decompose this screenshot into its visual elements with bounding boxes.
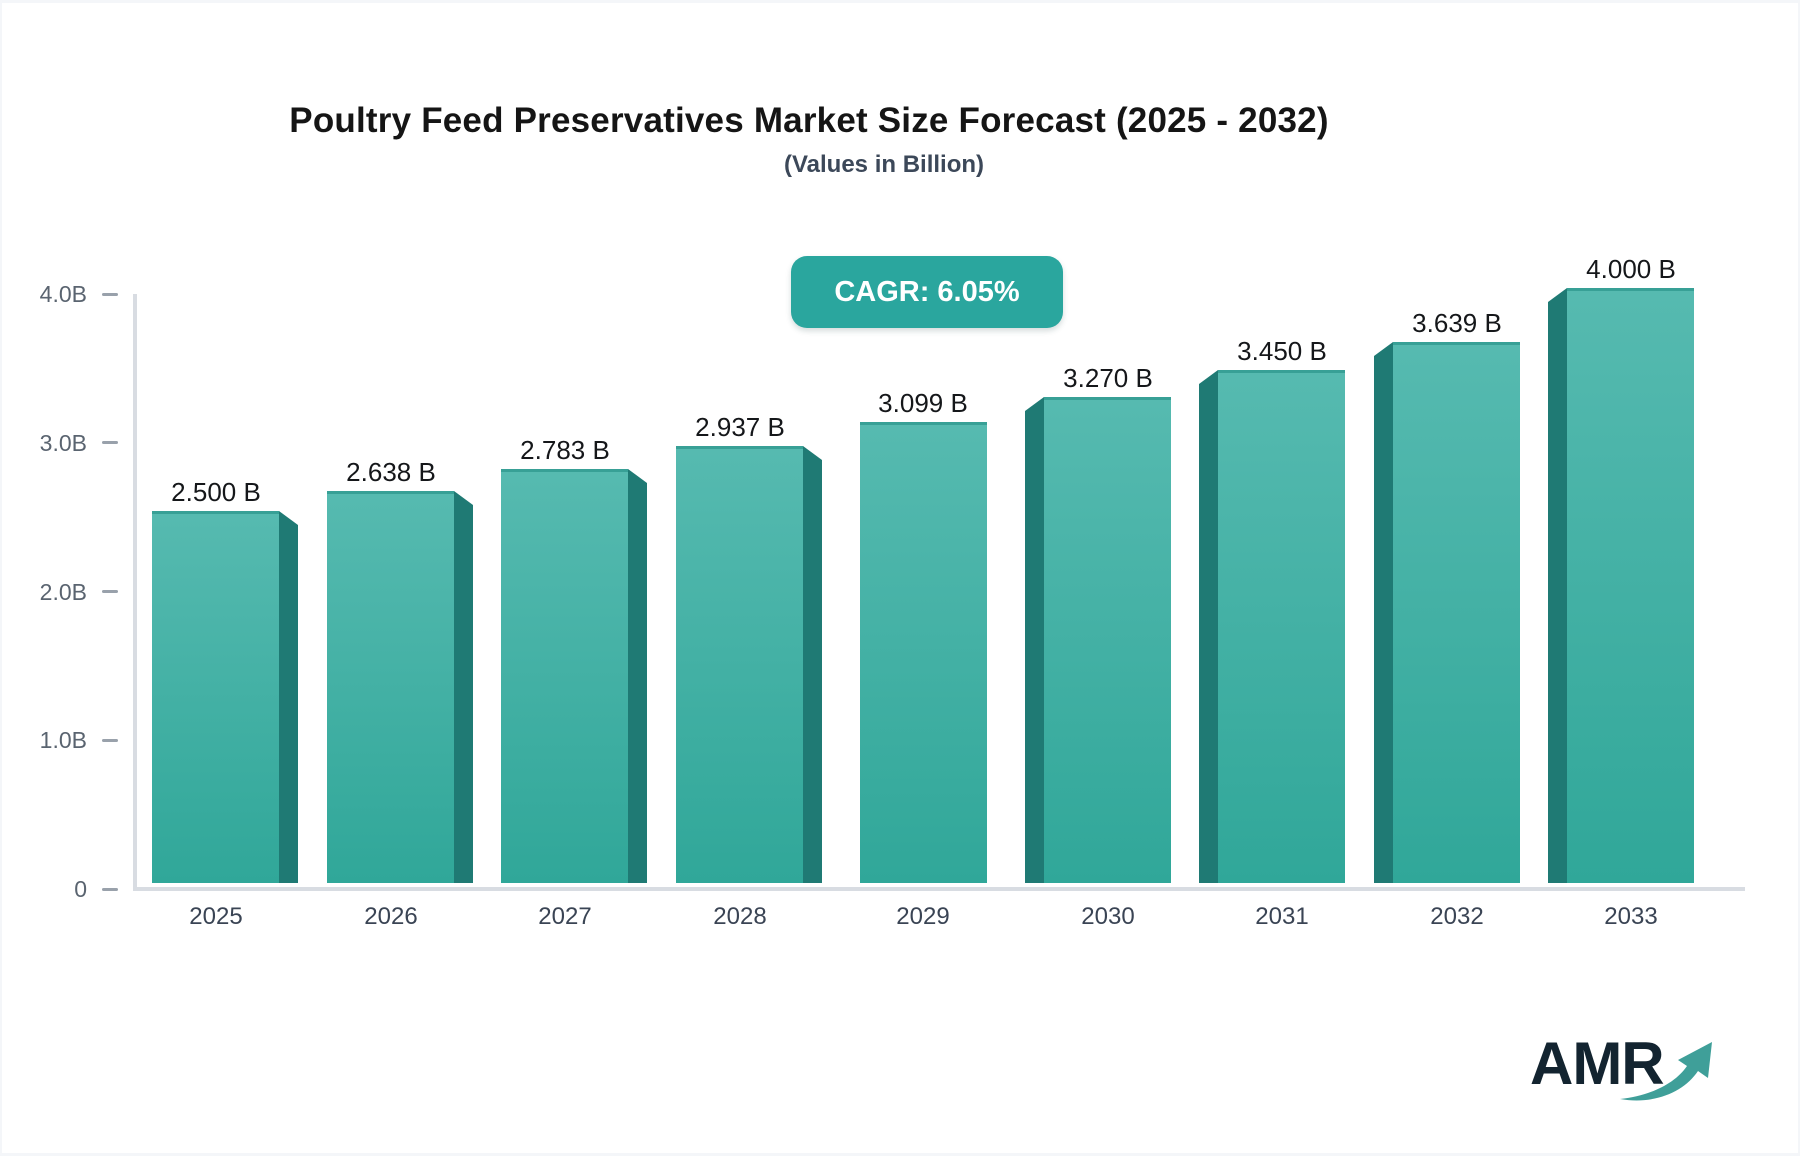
y-tick-label: 4.0B xyxy=(39,281,87,307)
bar-side-3d xyxy=(1374,342,1393,883)
x-axis-label: 2026 xyxy=(364,903,418,930)
bar-face xyxy=(1393,342,1520,883)
bar-value-label: 2.937 B xyxy=(695,412,785,442)
x-axis-label: 2025 xyxy=(189,903,243,930)
bar-face xyxy=(1218,370,1345,883)
cagr-badge: CAGR: 6.05% xyxy=(791,256,1063,328)
bar-2026 xyxy=(327,491,473,883)
bar-value-label: 4.000 B xyxy=(1586,254,1676,284)
bar-side-3d xyxy=(1199,370,1218,883)
bar-2033 xyxy=(1548,288,1694,883)
bar-face xyxy=(327,491,454,883)
bar-side-3d xyxy=(1025,397,1044,883)
y-tick-label: 0 xyxy=(74,876,87,902)
amr-logo-text: AMR xyxy=(1530,1030,1665,1097)
chart-title: Poultry Feed Preservatives Market Size F… xyxy=(289,101,1329,140)
x-axis-label: 2033 xyxy=(1604,903,1658,930)
y-tick-label: 1.0B xyxy=(39,727,87,753)
bar-side-3d xyxy=(279,511,298,883)
bar-face xyxy=(676,446,803,883)
x-axis-label: 2028 xyxy=(713,903,767,930)
bar-face xyxy=(860,422,987,883)
amr-logo: AMR xyxy=(1530,1033,1720,1113)
bar-side-3d xyxy=(1548,288,1567,883)
bar-2029 xyxy=(860,422,987,883)
bar-value-label: 3.639 B xyxy=(1412,308,1502,338)
x-axis-label: 2031 xyxy=(1255,903,1309,930)
bar-2030 xyxy=(1025,397,1171,883)
bar-2025 xyxy=(152,511,298,883)
x-axis-line xyxy=(133,887,1745,891)
bar-side-3d xyxy=(454,491,473,883)
y-tick-dash xyxy=(102,739,118,742)
y-tick-label: 2.0B xyxy=(39,579,87,605)
bar-side-3d xyxy=(628,469,647,883)
bar-face xyxy=(501,469,628,883)
bar-face xyxy=(1044,397,1171,883)
y-axis-line xyxy=(133,294,137,889)
cagr-badge-label: CAGR: 6.05% xyxy=(834,275,1020,308)
bar-value-label: 3.099 B xyxy=(878,388,968,418)
y-tick-dash xyxy=(102,293,118,296)
bar-face xyxy=(152,511,279,883)
bar-2031 xyxy=(1199,370,1345,883)
bar-value-label: 2.638 B xyxy=(346,457,436,487)
bar-value-label: 3.270 B xyxy=(1063,363,1153,393)
bar-2032 xyxy=(1374,342,1520,883)
bar-side-3d xyxy=(803,446,822,883)
bar-face xyxy=(1567,288,1694,883)
y-tick-dash xyxy=(102,590,118,593)
bar-value-label: 2.783 B xyxy=(520,435,610,465)
y-tick-dash xyxy=(102,441,118,444)
bar-2027 xyxy=(501,469,647,883)
bar-value-label: 3.450 B xyxy=(1237,336,1327,366)
bar-2028 xyxy=(676,446,822,883)
bar-value-label: 2.500 B xyxy=(171,477,261,507)
x-axis-label: 2030 xyxy=(1081,903,1135,930)
growth-arrow-icon xyxy=(1620,1042,1712,1101)
y-tick-dash xyxy=(102,888,118,891)
x-axis-label: 2032 xyxy=(1430,903,1484,930)
x-axis-label: 2029 xyxy=(896,903,950,930)
y-tick-label: 3.0B xyxy=(39,430,87,456)
chart-subtitle: (Values in Billion) xyxy=(783,151,985,178)
x-axis-label: 2027 xyxy=(538,903,592,930)
